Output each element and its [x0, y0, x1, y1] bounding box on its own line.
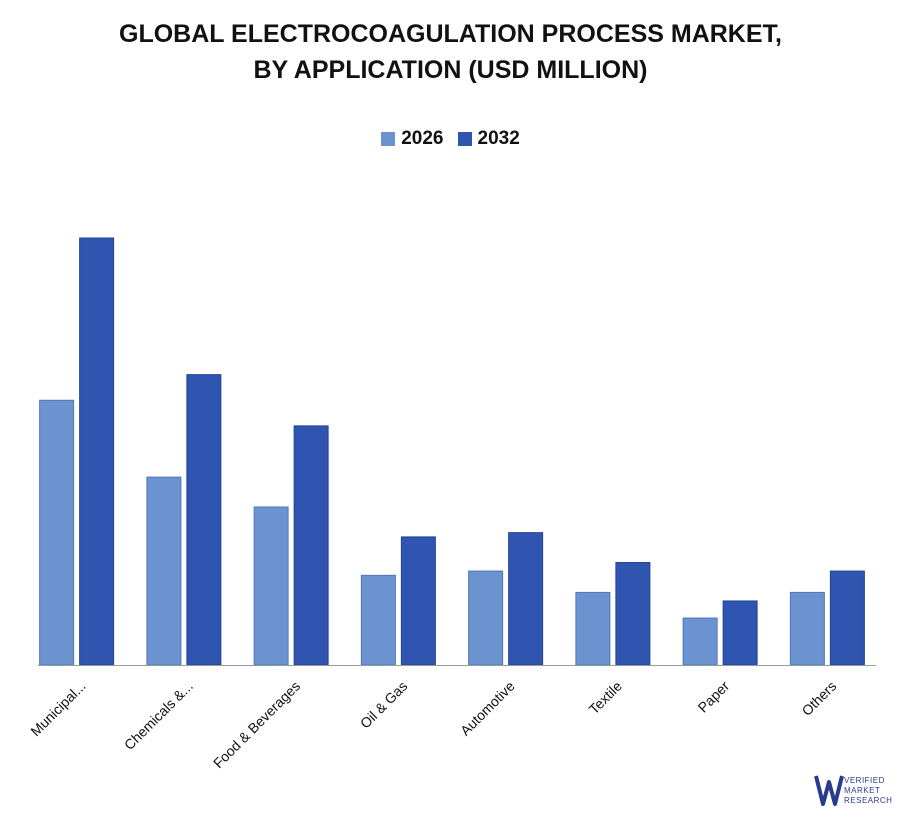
- bar-2032-3: [400, 536, 436, 666]
- legend-label-2032: 2032: [477, 128, 520, 149]
- bar-2026-2: [253, 506, 289, 666]
- bar-2026-7: [789, 591, 825, 666]
- bar-2026-3: [360, 574, 396, 666]
- bar-2026-6: [682, 617, 718, 666]
- title-line-2: BY APPLICATION (USD MILLION): [253, 56, 648, 84]
- bar-2032-0: [79, 237, 115, 666]
- x-tick-label: Chemicals &...: [121, 678, 196, 753]
- bar-2032-6: [722, 600, 758, 666]
- legend: 2026 2032: [0, 128, 901, 150]
- bar-2026-5: [575, 591, 611, 666]
- legend-item-2032: 2032: [457, 128, 520, 150]
- legend-label-2026: 2026: [401, 128, 444, 149]
- x-tick-label: Food & Beverages: [210, 678, 303, 771]
- x-tick-label: Automotive: [457, 678, 518, 739]
- legend-swatch-2026: [381, 132, 396, 146]
- bar-2026-1: [146, 476, 182, 666]
- bar-2026-0: [39, 399, 75, 666]
- x-tick-label: Oil & Gas: [357, 678, 411, 732]
- x-tick-label: Paper: [695, 678, 733, 716]
- x-tick-label: Textile: [586, 678, 626, 718]
- logo-line-2: MARKET: [844, 786, 881, 795]
- bar-2032-5: [615, 562, 651, 666]
- x-tick-label: Others: [798, 678, 839, 719]
- bar-2032-4: [508, 532, 544, 666]
- verified-market-research-logo-icon: [814, 775, 844, 806]
- bar-2026-4: [468, 570, 504, 666]
- logo-line-3: RESEARCH: [844, 796, 893, 805]
- bar-2032-1: [186, 374, 222, 666]
- logo-text: VERIFIED MARKET RESEARCH: [844, 776, 892, 806]
- legend-item-2026: 2026: [381, 128, 444, 150]
- legend-swatch-2032: [457, 132, 472, 146]
- title-line-1: GLOBAL ELECTROCOAGULATION PROCESS MARKET…: [119, 20, 782, 48]
- bar-2032-7: [829, 570, 865, 666]
- x-tick-label: Municipal...: [27, 678, 88, 739]
- chart-title: GLOBAL ELECTROCOAGULATION PROCESS MARKET…: [0, 16, 901, 88]
- bar-2032-2: [293, 425, 329, 666]
- logo-line-1: VERIFIED: [844, 776, 885, 785]
